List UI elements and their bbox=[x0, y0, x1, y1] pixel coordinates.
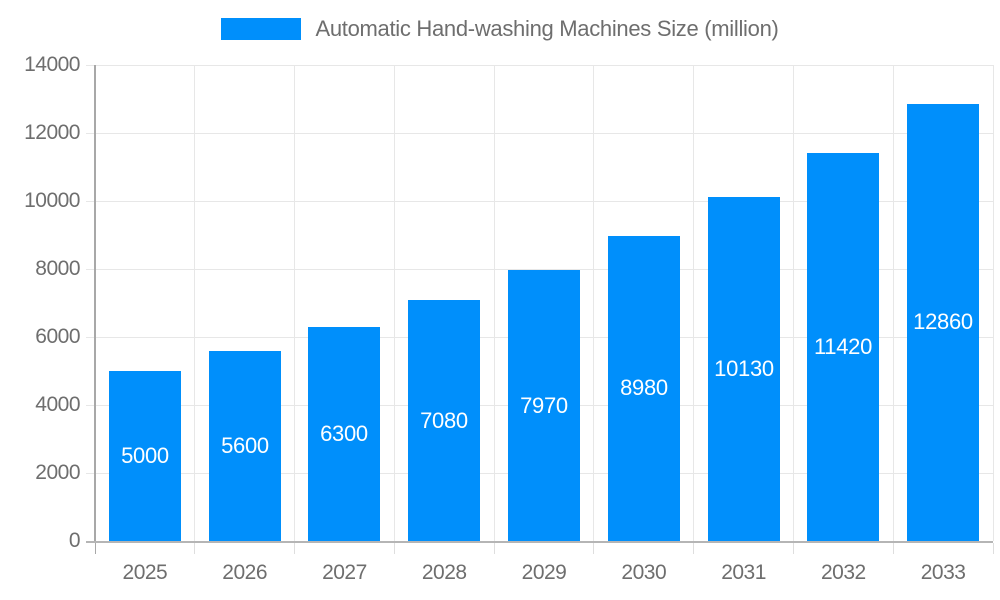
y-axis-tick bbox=[86, 404, 95, 406]
bar-2030[interactable]: 8980 bbox=[608, 235, 680, 541]
y-axis-tick bbox=[86, 200, 95, 202]
legend[interactable]: Automatic Hand-washing Machines Size (mi… bbox=[0, 16, 1000, 42]
bar-2032[interactable]: 11420 bbox=[807, 152, 879, 541]
x-axis-tick bbox=[393, 543, 395, 554]
y-axis-tick bbox=[86, 268, 95, 270]
x-axis-label: 2029 bbox=[521, 561, 567, 584]
y-gridline bbox=[95, 64, 993, 66]
x-axis-tick bbox=[792, 543, 794, 554]
x-axis-label: 2033 bbox=[920, 561, 966, 584]
x-axis-tick bbox=[992, 543, 994, 554]
x-axis-label: 2028 bbox=[421, 561, 467, 584]
x-axis-label: 2030 bbox=[621, 561, 667, 584]
y-axis-tick bbox=[86, 132, 95, 134]
bar-value-label: 5000 bbox=[121, 443, 169, 468]
x-axis-tick bbox=[94, 543, 96, 554]
x-axis-tick bbox=[194, 543, 196, 554]
y-axis-label: 6000 bbox=[35, 325, 80, 348]
bar-value-label: 10130 bbox=[714, 355, 774, 381]
y-axis-tick bbox=[86, 64, 95, 66]
x-axis-tick bbox=[593, 543, 595, 554]
y-axis-line bbox=[94, 65, 96, 543]
y-axis-label: 4000 bbox=[35, 393, 80, 416]
y-axis-tick bbox=[86, 336, 95, 338]
y-axis-label: 8000 bbox=[35, 257, 80, 280]
bar-2028[interactable]: 7080 bbox=[408, 300, 480, 541]
bar-2029[interactable]: 7970 bbox=[508, 270, 580, 541]
bar-2033[interactable]: 12860 bbox=[907, 103, 979, 541]
y-gridline bbox=[95, 268, 993, 270]
bar-value-label: 6300 bbox=[320, 420, 368, 446]
bar-value-label: 11420 bbox=[813, 333, 873, 359]
y-axis-label: 14000 bbox=[24, 53, 80, 76]
bar-2027[interactable]: 6300 bbox=[308, 326, 380, 541]
x-gridline bbox=[493, 65, 495, 541]
x-gridline bbox=[792, 65, 794, 541]
y-gridline bbox=[95, 200, 993, 202]
x-axis-label: 2032 bbox=[820, 561, 866, 584]
bar-value-label: 7970 bbox=[520, 392, 568, 418]
x-gridline bbox=[294, 65, 296, 541]
bar-value-label: 8980 bbox=[620, 375, 668, 401]
x-gridline bbox=[593, 65, 595, 541]
bar-2031[interactable]: 10130 bbox=[708, 196, 780, 541]
x-axis-line bbox=[86, 541, 993, 543]
x-axis-label: 2026 bbox=[222, 561, 268, 584]
x-gridline bbox=[693, 65, 695, 541]
y-axis-label: 12000 bbox=[24, 121, 80, 144]
x-gridline bbox=[393, 65, 395, 541]
x-axis-tick bbox=[693, 543, 695, 554]
x-gridline bbox=[194, 65, 196, 541]
legend-label: Automatic Hand-washing Machines Size (mi… bbox=[315, 16, 779, 41]
bar-value-label: 5600 bbox=[221, 432, 269, 458]
bar-2026[interactable]: 5600 bbox=[209, 350, 281, 541]
bar-value-label: 7080 bbox=[420, 407, 468, 433]
y-axis-label: 2000 bbox=[35, 461, 80, 484]
x-axis-tick bbox=[892, 543, 894, 554]
bar-value-label: 12860 bbox=[913, 309, 973, 335]
x-gridline bbox=[892, 65, 894, 541]
x-axis-label: 2027 bbox=[322, 561, 367, 584]
x-gridline bbox=[992, 65, 994, 541]
x-axis-tick bbox=[294, 543, 296, 554]
y-axis-tick bbox=[86, 472, 95, 474]
y-axis-label: 0 bbox=[68, 529, 81, 552]
y-axis-label: 10000 bbox=[24, 189, 80, 212]
x-axis-label: 2025 bbox=[122, 561, 168, 584]
x-axis-tick bbox=[493, 543, 495, 554]
x-axis-label: 2031 bbox=[721, 561, 766, 584]
y-gridline bbox=[95, 132, 993, 134]
legend-swatch bbox=[221, 18, 302, 40]
bar-2025[interactable]: 5000 bbox=[109, 371, 181, 541]
